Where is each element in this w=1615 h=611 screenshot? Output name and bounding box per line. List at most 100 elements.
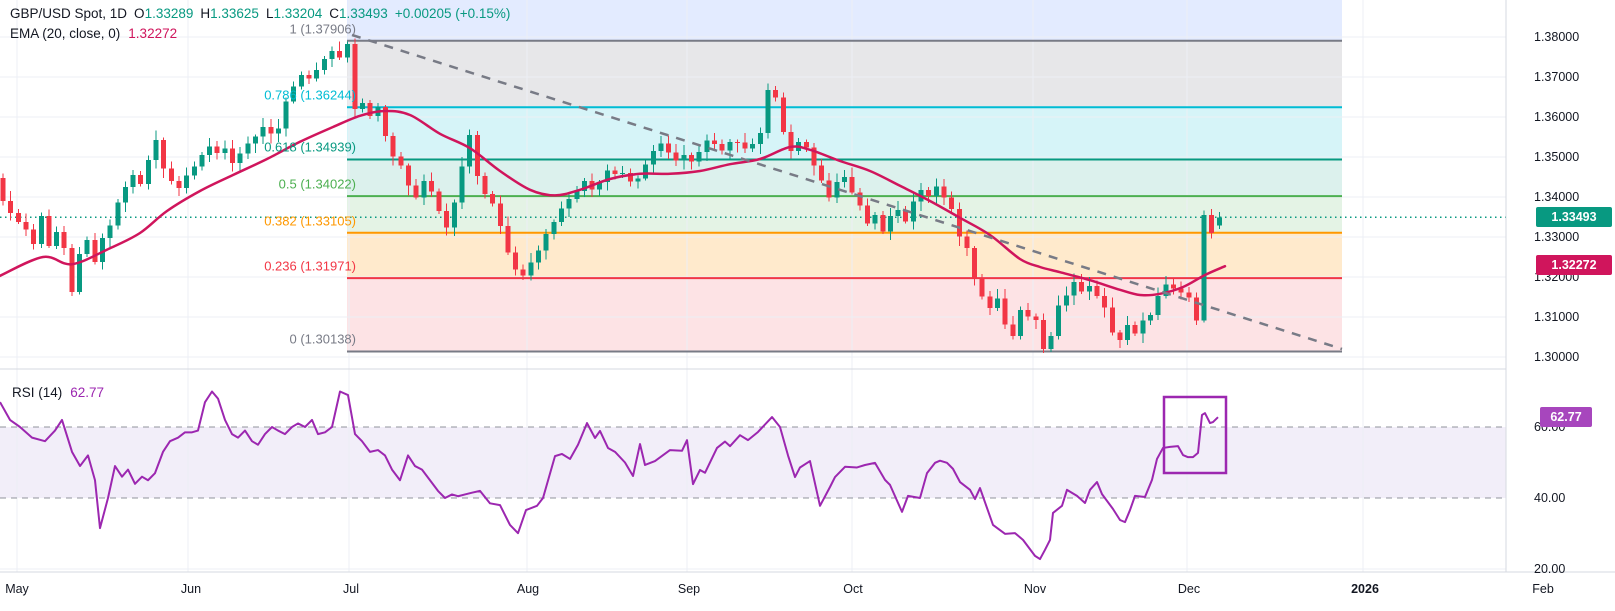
candle-body[interactable] (405, 165, 411, 186)
candle-body[interactable] (673, 152, 679, 161)
candle-body[interactable] (337, 50, 343, 58)
candle-body[interactable] (207, 146, 213, 156)
fib-level-label[interactable]: 0.618 (1.34939) (264, 139, 356, 155)
candle-body[interactable] (1186, 292, 1192, 298)
candle-body[interactable] (704, 140, 710, 152)
candle-body[interactable] (306, 74, 312, 79)
candle-body[interactable] (15, 213, 21, 222)
candle-body[interactable] (1155, 295, 1161, 315)
candle-body[interactable] (1178, 288, 1184, 293)
candle-body[interactable] (1040, 320, 1046, 350)
candle-body[interactable] (903, 209, 909, 222)
candle-body[interactable] (933, 186, 939, 196)
candle-body[interactable] (291, 86, 297, 102)
candle-body[interactable] (199, 155, 205, 167)
trendline-drawing[interactable] (351, 33, 1343, 351)
ema-legend[interactable]: EMA (20, close, 0) 1.32272 (10, 26, 177, 41)
fib-level-label[interactable]: 0.5 (1.34022) (278, 176, 356, 192)
candle-body[interactable] (857, 192, 863, 206)
candle-body[interactable] (459, 166, 465, 203)
candle-body[interactable] (1086, 286, 1092, 292)
candle-body[interactable] (543, 234, 549, 251)
candle-body[interactable] (941, 186, 947, 198)
candle-body[interactable] (643, 164, 649, 179)
candle-body[interactable] (819, 165, 825, 181)
candle-body[interactable] (995, 298, 1000, 308)
candle-body[interactable] (826, 180, 832, 198)
candle-body[interactable] (474, 135, 480, 177)
candle-body[interactable] (880, 215, 886, 232)
candle-body[interactable] (92, 240, 98, 262)
candle-body[interactable] (46, 216, 52, 246)
candle-body[interactable] (1193, 297, 1199, 321)
candle-body[interactable] (237, 153, 243, 164)
candle-body[interactable] (1117, 332, 1123, 341)
candle-body[interactable] (666, 143, 672, 153)
candle-body[interactable] (727, 141, 733, 151)
candle-body[interactable] (1209, 215, 1215, 234)
candle-body[interactable] (107, 225, 113, 238)
candle-body[interactable] (689, 154, 694, 162)
candle-body[interactable] (849, 177, 855, 193)
candle-body[interactable] (604, 170, 610, 182)
candle-body[interactable] (153, 140, 159, 160)
candle-body[interactable] (467, 135, 473, 167)
time-axis-label[interactable]: May (5, 582, 29, 596)
candle-body[interactable] (1079, 281, 1085, 292)
candle-body[interactable] (757, 133, 763, 145)
candle-body[interactable] (864, 205, 870, 224)
candle-body[interactable] (115, 202, 121, 226)
candle-body[interactable] (949, 197, 955, 210)
candle-body[interactable] (964, 236, 970, 249)
candle-body[interactable] (1132, 325, 1138, 334)
candle-body[interactable] (1094, 286, 1100, 297)
candle-body[interactable] (8, 201, 14, 213)
candle-body[interactable] (803, 142, 809, 148)
candle-body[interactable] (122, 187, 128, 203)
candle-body[interactable] (513, 252, 519, 270)
candle-body[interactable] (1033, 316, 1039, 321)
candle-body[interactable] (214, 146, 220, 153)
candle-body[interactable] (1140, 320, 1146, 334)
time-axis-label[interactable]: Feb (1532, 582, 1554, 596)
time-axis-label[interactable]: Jul (343, 582, 359, 596)
candle-body[interactable] (926, 189, 932, 196)
candle-body[interactable] (1216, 217, 1222, 226)
fib-level-label[interactable]: 1 (1.37906) (289, 21, 357, 37)
time-axis-label[interactable]: Dec (1177, 582, 1201, 596)
candle-body[interactable] (490, 194, 496, 204)
candle-body[interactable] (872, 215, 878, 224)
candle-body[interactable] (222, 148, 228, 153)
candle-body[interactable] (635, 178, 641, 182)
rsi-highlight-box[interactable] (1162, 395, 1228, 475)
candle-body[interactable] (329, 50, 335, 59)
candle-body[interactable] (979, 278, 985, 297)
candle-body[interactable] (168, 168, 174, 181)
candle-body[interactable] (161, 140, 167, 169)
candle-body[interactable] (773, 89, 779, 98)
candle-body[interactable] (138, 175, 144, 184)
candle-body[interactable] (566, 198, 572, 209)
time-axis-label[interactable]: Nov (1023, 582, 1047, 596)
candle-body[interactable] (1002, 298, 1008, 325)
candle-body[interactable] (428, 180, 434, 192)
candle-body[interactable] (344, 43, 350, 58)
candle-body[interactable] (321, 58, 327, 71)
ema-line[interactable] (0, 109, 1227, 297)
candle-body[interactable] (597, 181, 603, 190)
candle-body[interactable] (1063, 295, 1069, 306)
candle-body[interactable] (191, 166, 197, 176)
fib-level-label[interactable]: 0.236 (1.31971) (264, 258, 356, 274)
candle-body[interactable] (130, 175, 136, 187)
candle-body[interactable] (245, 143, 251, 154)
candle-body[interactable] (145, 159, 151, 184)
candle-body[interactable] (742, 142, 748, 149)
candle-body[interactable] (719, 144, 725, 151)
candle-body[interactable] (230, 148, 235, 164)
candle-body[interactable] (1017, 310, 1023, 336)
candle-body[interactable] (31, 229, 37, 245)
candle-body[interactable] (780, 97, 786, 132)
candle-body[interactable] (658, 143, 664, 152)
time-axis-label[interactable]: Jun (180, 582, 202, 596)
candle-body[interactable] (444, 211, 450, 228)
